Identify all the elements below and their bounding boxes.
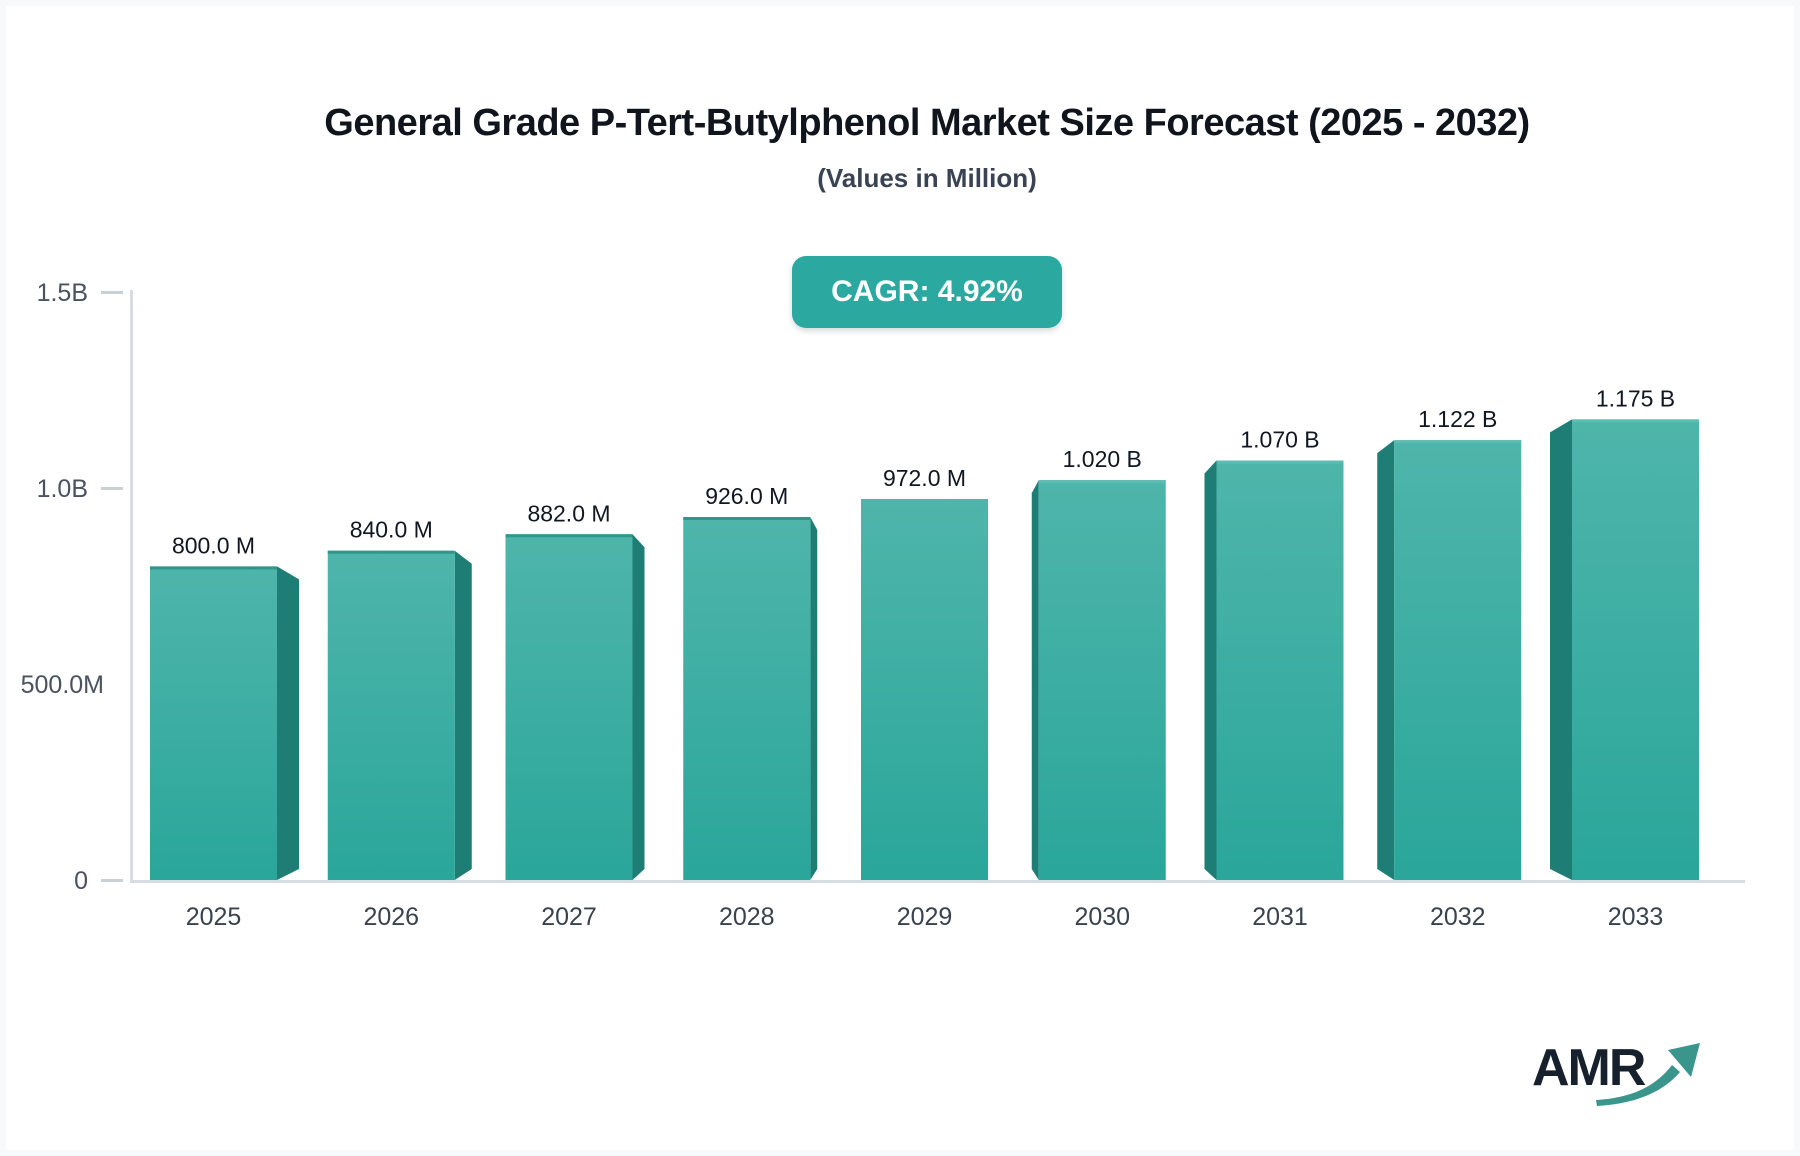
bar-2030 <box>1031 480 1166 880</box>
bar-top-edge <box>327 550 455 554</box>
bar-value-label: 1.070 B <box>1240 427 1319 453</box>
bar-top-edge <box>1572 419 1699 423</box>
bar-side-face <box>1550 419 1572 880</box>
x-category-label: 2030 <box>1074 903 1130 931</box>
bar-2031 <box>1204 460 1344 880</box>
bar-2026 <box>327 550 472 880</box>
bar-main-face <box>505 534 633 880</box>
bar-value-label: 800.0 M <box>172 532 255 558</box>
y-tick-label: 0 <box>74 867 88 895</box>
x-category-label: 2033 <box>1608 903 1664 931</box>
x-axis-line <box>130 880 1745 883</box>
y-tick-dash <box>101 487 123 490</box>
bar-side-face <box>454 550 472 880</box>
bar-top-edge <box>683 517 811 521</box>
bar-side-face <box>277 566 299 880</box>
bar-side-face <box>1377 440 1395 880</box>
bar-top-edge <box>1038 480 1166 484</box>
bar-side-face <box>632 534 645 880</box>
bar-top-edge <box>505 534 633 538</box>
x-category-label: 2031 <box>1252 903 1308 931</box>
bars-layer <box>150 419 1699 880</box>
axes-layer <box>101 290 1745 883</box>
amr-logo: AMR <box>1532 1038 1732 1128</box>
x-category-label: 2027 <box>541 903 597 931</box>
x-category-label: 2028 <box>719 903 775 931</box>
bar-main-face <box>1038 480 1166 880</box>
bar-value-label: 972.0 M <box>883 465 966 491</box>
bar-value-label: 926.0 M <box>705 483 788 509</box>
bar-value-label: 1.175 B <box>1596 385 1675 411</box>
bar-main-face <box>150 566 277 880</box>
bar-value-label: 1.020 B <box>1063 446 1142 472</box>
x-category-label: 2025 <box>186 903 242 931</box>
bar-top-edge <box>1394 440 1522 444</box>
bar-side-face <box>1204 460 1217 880</box>
bar-side-face <box>810 517 818 880</box>
y-tick-dash <box>101 879 123 882</box>
y-axis-line <box>130 290 133 883</box>
x-category-label: 2032 <box>1430 903 1486 931</box>
bar-2025 <box>150 566 299 880</box>
x-category-label: 2029 <box>897 903 953 931</box>
bar-main-face <box>1216 460 1344 880</box>
chart-title: General Grade P-Tert-Butylphenol Market … <box>324 102 1530 144</box>
bar-2027 <box>505 534 645 880</box>
bar-top-edge <box>150 566 277 570</box>
bar-2028 <box>683 517 818 880</box>
chart-subtitle: (Values in Million) <box>817 163 1037 193</box>
labels-layer: 1.5B 1.0B 500.0M 0 800.0 M 2025 840.0 M 2026 882… <box>21 279 1676 931</box>
bar-value-label: 840.0 M <box>350 517 433 543</box>
cagr-badge: CAGR: 4.92% <box>54 256 1800 328</box>
growth-arrow-icon <box>1596 1043 1700 1106</box>
y-tick-dash <box>101 291 123 294</box>
bar-main-face <box>861 498 988 880</box>
y-tick-label: 1.0B <box>37 475 88 503</box>
bar-side-face <box>1031 480 1039 880</box>
bar-2029 <box>861 498 988 880</box>
bar-top-edge <box>1216 460 1344 464</box>
y-tick-label: 1.5B <box>37 279 88 307</box>
x-category-label: 2026 <box>363 903 419 931</box>
bar-main-face <box>327 550 455 880</box>
y-tick-label: 500.0M <box>21 671 104 699</box>
bar-main-face <box>1572 419 1699 880</box>
bar-2032 <box>1377 440 1522 880</box>
bar-main-face <box>1394 440 1522 880</box>
bar-2033 <box>1550 419 1699 880</box>
cagr-badge-label: CAGR: 4.92% <box>792 256 1062 328</box>
bar-value-label: 882.0 M <box>527 500 610 526</box>
bar-value-label: 1.122 B <box>1418 406 1497 432</box>
amr-logo-text: AMR <box>1532 1039 1646 1097</box>
bar-main-face <box>683 517 811 880</box>
